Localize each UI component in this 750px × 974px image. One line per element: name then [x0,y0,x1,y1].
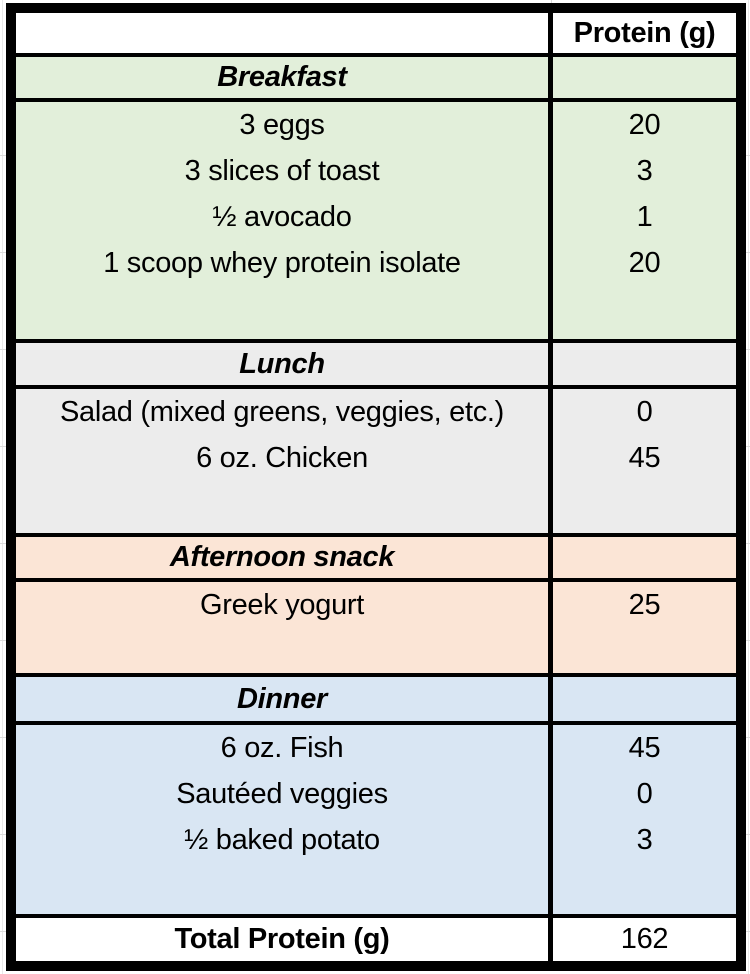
sheet-gridline-stub [746,446,750,447]
food-item-row: 1 scoop whey protein isolate 20 [16,240,736,286]
protein-value-cell: 3 [548,817,736,863]
item-column-header [16,13,548,53]
food-item-cell: 3 slices of toast [184,154,380,187]
section-filler-row [16,481,736,537]
food-item-row: Greek yogurt 25 [16,582,736,628]
sheet-gridline-vertical-right [748,0,749,974]
protein-value-cell: 0 [548,389,736,435]
section-header-row: Breakfast [16,57,736,102]
section-header-row: Dinner [16,677,736,725]
sheet-gridline-stub [746,931,750,932]
food-item-cell: Salad (mixed greens, veggies, etc.) [59,395,505,428]
section-header-row: Afternoon snack [16,537,736,582]
table-header-row: Protein (g) [16,13,736,57]
sheet-gridline-stub [746,155,750,156]
filler-value-cell [548,286,736,339]
protein-table: Protein (g) Breakfast 3 eggs 20 3 slices of… [6,3,746,971]
sheet-gridline-stub-top [551,0,552,3]
sheet-gridline-stub [0,446,6,447]
protein-value-cell: 20 [548,102,736,148]
section-filler-row [16,628,736,677]
section-title-cell: Lunch [239,347,325,380]
section-protein-empty-cell [548,343,736,385]
section-title-cell: Dinner [236,682,328,715]
protein-value-cell: 1 [548,194,736,240]
sheet-gridline-stub [0,931,6,932]
section-protein-empty-cell [548,677,736,721]
food-item-cell: 6 oz. Fish [220,731,344,764]
food-item-row: 3 slices of toast 3 [16,148,736,194]
section-title-cell: Afternoon snack [169,541,395,573]
food-item-cell: 6 oz. Chicken [196,441,368,474]
filler-value-cell [548,628,736,673]
sheet-gridline-vertical-left [2,0,3,974]
filler-item-cell [16,628,548,673]
sheet-gridline-stub [0,252,6,253]
protein-value-cell: 25 [548,582,736,628]
protein-column-header: Protein (g) [548,13,736,53]
total-protein-value: 162 [548,918,736,961]
section-protein-empty-cell [548,537,736,578]
food-item-row: ½ baked potato 3 [16,817,736,863]
section-filler-row [16,863,736,918]
section-title-cell: Breakfast [217,61,347,93]
food-item-cell: 1 scoop whey protein isolate [103,246,461,279]
food-item-row: 3 eggs 20 [16,102,736,148]
total-label: Total Protein (g) [174,923,390,955]
sheet-gridline-stub [746,349,750,350]
sheet-gridline-stub [746,252,750,253]
sheet-gridline-stub [0,737,6,738]
sheet-gridline-stub [746,737,750,738]
filler-item-cell [16,863,548,914]
protein-value-cell: 45 [548,725,736,771]
filler-item-cell [16,286,548,339]
sheet-gridline-stub [0,640,6,641]
protein-value-cell: 20 [548,240,736,286]
section-protein-empty-cell [548,57,736,98]
protein-value-cell: 3 [548,148,736,194]
sheet-gridline-stub [0,155,6,156]
food-item-row: 6 oz. Fish 45 [16,725,736,771]
section-header-row: Lunch [16,343,736,389]
sheet-gridline-stub [0,349,6,350]
sheet-gridline-stub [746,640,750,641]
sheet-gridline-stub [746,543,750,544]
protein-value-cell: 45 [548,435,736,481]
food-item-cell: ½ avocado [212,200,352,233]
sheet-gridline-stub [746,834,750,835]
food-item-row: Sautéed veggies 0 [16,771,736,817]
sheet-gridline-stub [0,543,6,544]
filler-value-cell [548,481,736,533]
food-item-cell: Greek yogurt [199,588,365,621]
total-row: Total Protein (g) 162 [16,918,736,961]
sheet-gridline-stub [0,834,6,835]
food-item-row: 6 oz. Chicken 45 [16,435,736,481]
food-item-row: ½ avocado 1 [16,194,736,240]
food-item-row: Salad (mixed greens, veggies, etc.) 0 [16,389,736,435]
section-filler-row [16,286,736,343]
food-item-cell: Sautéed veggies [176,777,388,810]
filler-value-cell [548,863,736,914]
filler-item-cell [16,481,548,533]
food-item-cell: 3 eggs [239,108,325,141]
protein-value-cell: 0 [548,771,736,817]
food-item-cell: ½ baked potato [184,823,380,856]
